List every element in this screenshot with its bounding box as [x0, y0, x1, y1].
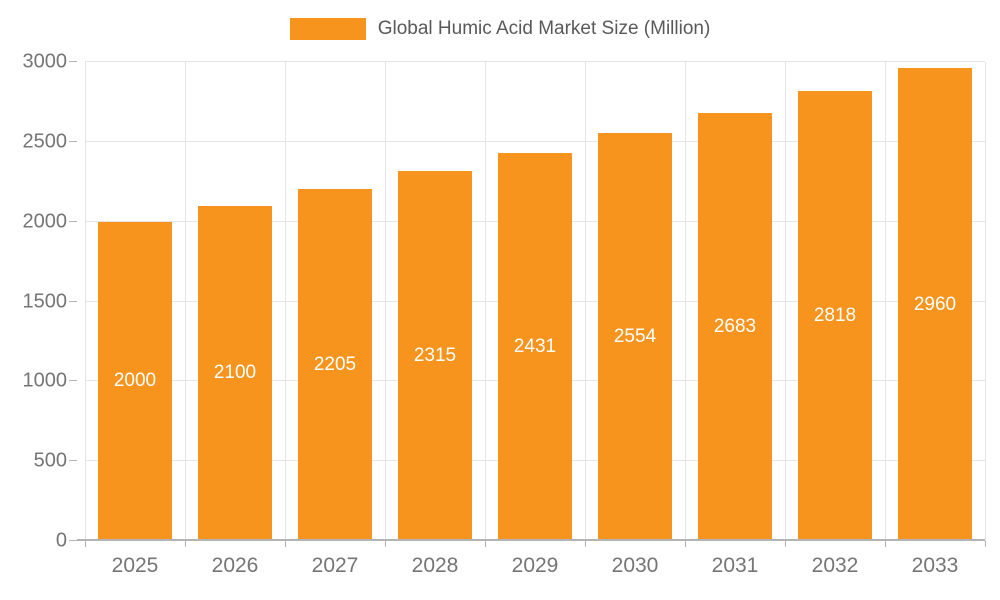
x-tick-mark — [85, 541, 86, 547]
gridline — [485, 62, 486, 541]
bar-slot: 2431 — [485, 62, 585, 541]
x-tick-mark — [684, 541, 686, 547]
bar-slot: 2100 — [185, 62, 285, 541]
bar-2033: 2960 — [898, 68, 972, 541]
bar-value-label: 2100 — [213, 362, 257, 384]
x-tick-label: 2033 — [911, 554, 959, 577]
y-tick-mark — [69, 220, 77, 222]
x-tick-mark — [485, 541, 486, 547]
bar-slot: 2554 — [585, 62, 685, 541]
y-tick-label: 1500 — [22, 290, 68, 312]
gridline — [585, 62, 586, 541]
x-tick-label: 2027 — [311, 554, 359, 577]
y-tick-mark — [69, 460, 77, 462]
x-tick-label: 2025 — [111, 554, 159, 577]
bar-slot: 2205 — [285, 62, 385, 541]
y-tick-label: 2000 — [22, 210, 68, 233]
y-tick-label: 2500 — [22, 130, 68, 153]
bar-value-label: 2000 — [113, 370, 157, 392]
bar-2032: 2818 — [798, 91, 872, 541]
y-tick-label: 1000 — [22, 369, 68, 392]
bar-2031: 2683 — [698, 112, 772, 541]
bar-slot: 2960 — [885, 62, 985, 541]
x-tick-label: 2030 — [611, 554, 659, 577]
bar-value-label: 2960 — [913, 293, 957, 315]
x-tick-label: 2029 — [511, 554, 559, 577]
x-tick-label: 2032 — [811, 554, 859, 577]
y-tick-mark — [69, 300, 77, 302]
bar-2027: 2205 — [298, 188, 372, 541]
y-tick-label: 500 — [33, 449, 67, 472]
x-tick-mark — [985, 541, 986, 547]
bar-2025: 2000 — [98, 221, 172, 541]
bar-value-label: 2431 — [513, 335, 557, 357]
x-tick-label: 2026 — [211, 554, 259, 577]
bar-value-label: 2205 — [313, 353, 357, 375]
y-tick-label: 0 — [55, 529, 67, 552]
gridline — [985, 62, 986, 541]
bar-value-label: 2683 — [713, 315, 757, 337]
bar-2028: 2315 — [398, 171, 472, 541]
bar-slot: 2818 — [785, 62, 885, 541]
bar-value-label: 2554 — [613, 326, 657, 348]
x-tick-mark — [585, 541, 586, 547]
x-tick-mark — [384, 541, 386, 547]
legend-label: Global Humic Acid Market Size (Million) — [377, 18, 711, 39]
bar-slot: 2315 — [385, 62, 485, 541]
gridline — [384, 62, 386, 541]
plot-area: 2000 2100 2205 2315 2431 2554 2683 2818 2960 — [77, 61, 986, 547]
bar-2026: 2100 — [198, 205, 272, 541]
y-tick-label: 3000 — [22, 50, 68, 73]
bar-value-label: 2818 — [813, 305, 857, 327]
x-tick-mark — [185, 541, 186, 547]
legend-item[interactable]: Global Humic Acid Market Size (Million) — [0, 16, 1000, 42]
bar-2029: 2431 — [498, 152, 572, 541]
gridline — [885, 62, 886, 541]
x-tick-mark — [285, 541, 286, 547]
bar-slot: 2000 — [85, 62, 185, 541]
bar-series: 2000 2100 2205 2315 2431 2554 2683 2818 2960 — [85, 62, 985, 541]
x-tick-mark — [885, 541, 886, 547]
bar-2030: 2554 — [598, 133, 672, 541]
gridline — [85, 62, 86, 541]
x-axis-line — [77, 539, 985, 541]
y-axis: 0 500 1000 1500 2000 2500 3000 — [0, 51, 77, 552]
legend-swatch-icon — [289, 18, 366, 40]
gridline — [785, 62, 786, 541]
gridline — [85, 61, 985, 62]
x-axis: 2025 2026 2027 2028 2029 2030 2031 2032 2033 — [85, 554, 985, 578]
x-tick-mark — [785, 541, 786, 547]
y-tick-mark — [69, 61, 77, 62]
x-tick-label: 2028 — [411, 554, 459, 577]
gridline — [85, 140, 985, 142]
y-tick-mark — [69, 380, 77, 382]
y-tick-mark — [69, 140, 77, 142]
gridline — [684, 62, 686, 541]
bar-slot: 2683 — [685, 62, 785, 541]
gridline — [285, 62, 286, 541]
gridline — [185, 62, 186, 541]
bar-value-label: 2315 — [413, 345, 457, 367]
x-tick-label: 2031 — [711, 554, 759, 577]
y-tick-mark — [69, 540, 77, 541]
